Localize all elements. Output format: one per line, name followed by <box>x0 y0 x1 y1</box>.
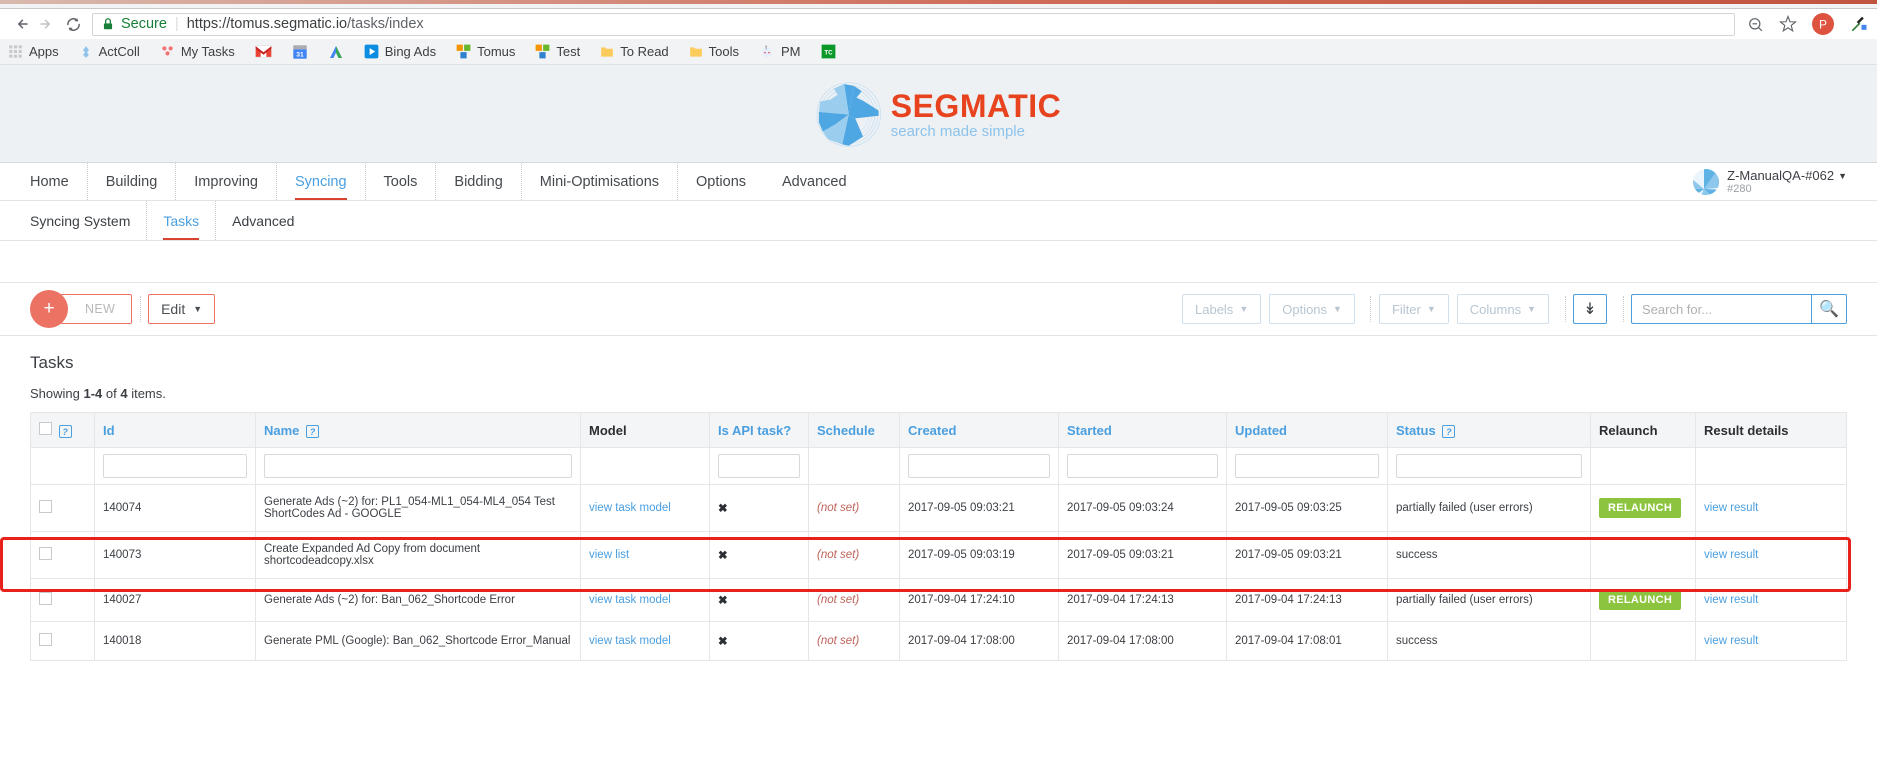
svg-text:TC: TC <box>824 49 833 56</box>
svg-text:31: 31 <box>296 51 304 58</box>
svg-text:P: P <box>1819 18 1827 32</box>
